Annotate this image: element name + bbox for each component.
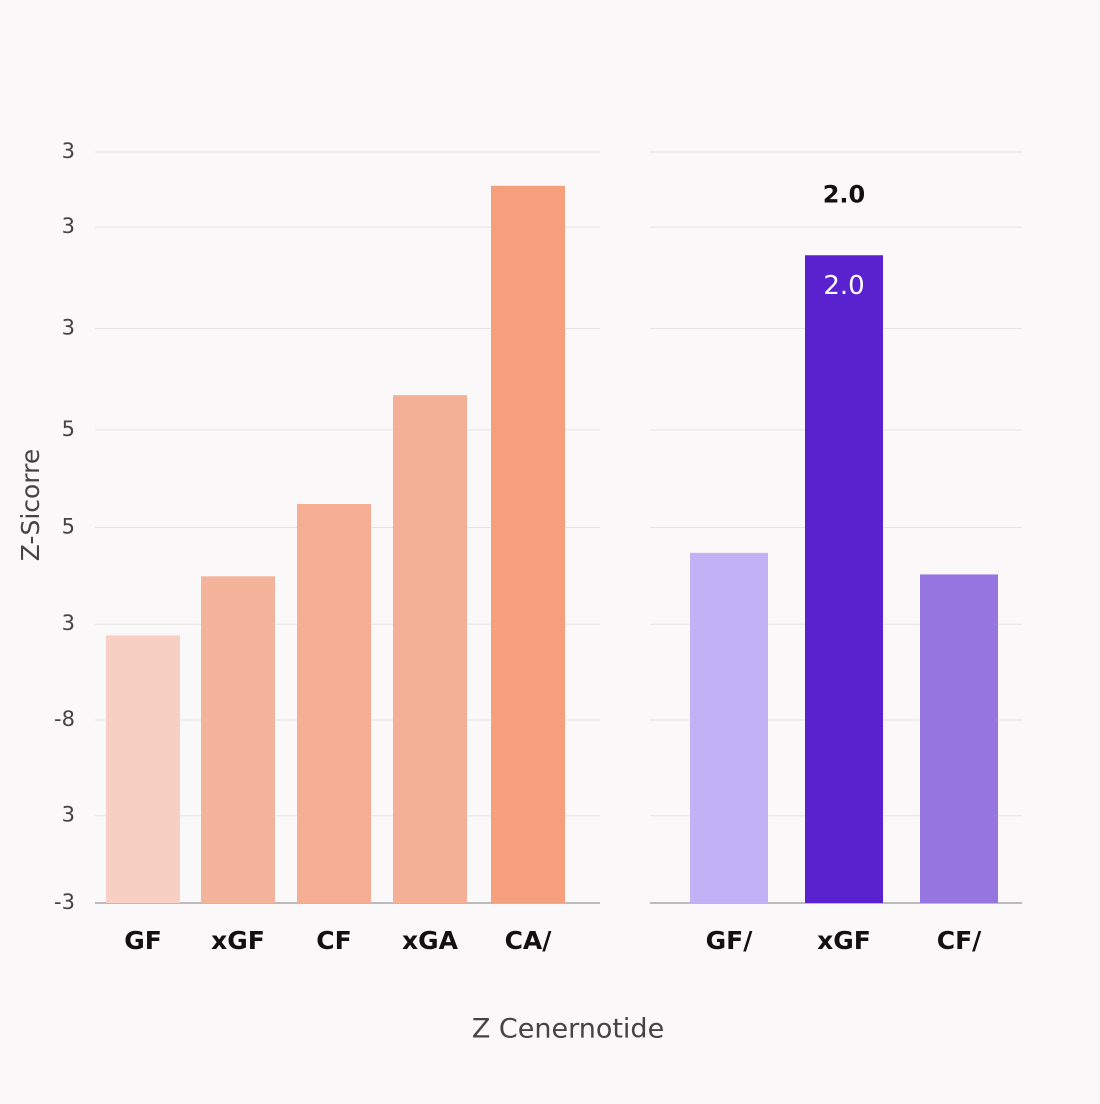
annotation: 2.0 (823, 180, 866, 208)
y-tick-label: 3 (62, 315, 75, 339)
y-tick-label: 3 (62, 214, 75, 238)
y-tick-label: -8 (54, 707, 75, 731)
y-tick-label: 5 (62, 417, 75, 441)
x-tick-label: xGA (402, 926, 459, 955)
x-tick-label: CF (316, 926, 351, 955)
annotation: 2.0 (823, 271, 864, 301)
y-tick-label: 5 (62, 515, 75, 539)
bar (690, 552, 768, 903)
bar (805, 255, 883, 903)
bar (393, 395, 467, 903)
bar (297, 504, 371, 903)
x-tick-label: CA/ (505, 926, 553, 955)
x-tick-label: xGF (211, 926, 265, 955)
y-tick-label: 3 (62, 803, 75, 827)
x-axis-label: Z Cenernotide (472, 1014, 664, 1045)
y-axis-label: Z-Sicorre (16, 449, 45, 562)
y-tick-label: 3 (62, 139, 75, 163)
bar (201, 576, 275, 903)
x-tick-label: CF/ (937, 926, 982, 955)
x-tick-label: xGF (817, 926, 871, 955)
bar (920, 574, 998, 903)
y-tick-label: -3 (54, 890, 75, 914)
bar (491, 185, 565, 904)
x-tick-label: GF/ (706, 926, 754, 955)
x-tick-label: GF (124, 926, 162, 955)
y-tick-label: 3 (62, 611, 75, 635)
bar (106, 635, 180, 903)
